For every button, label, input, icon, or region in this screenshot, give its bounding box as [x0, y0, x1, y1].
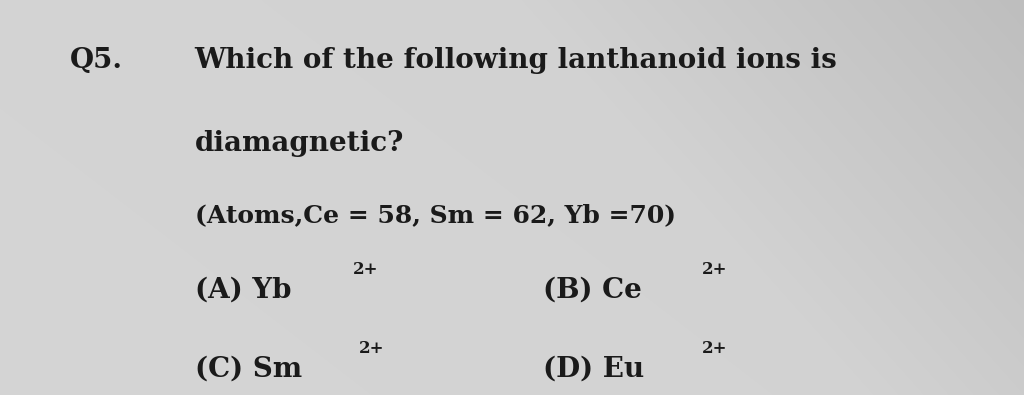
Text: 2+: 2+ — [701, 340, 727, 357]
Text: (A) Yb: (A) Yb — [195, 276, 291, 303]
Text: (C) Sm: (C) Sm — [195, 356, 302, 382]
Text: Q5.: Q5. — [70, 47, 123, 74]
Text: (Atoms,Ce = 58, Sm = 62, Yb =70): (Atoms,Ce = 58, Sm = 62, Yb =70) — [195, 203, 676, 228]
Text: Which of the following lanthanoid ions is: Which of the following lanthanoid ions i… — [195, 47, 838, 74]
Text: 2+: 2+ — [353, 261, 379, 278]
Text: 2+: 2+ — [701, 261, 727, 278]
Text: diamagnetic?: diamagnetic? — [195, 130, 403, 157]
Text: 2+: 2+ — [358, 340, 384, 357]
Text: (D) Eu: (D) Eu — [543, 356, 644, 382]
Text: (B) Ce: (B) Ce — [543, 276, 642, 303]
